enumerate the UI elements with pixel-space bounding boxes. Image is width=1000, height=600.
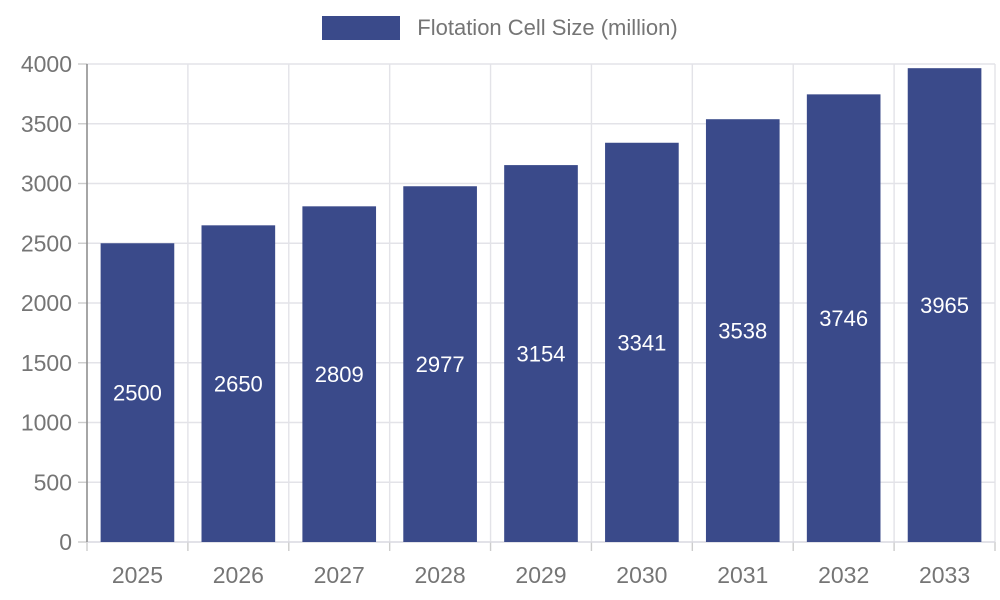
bar-2031[interactable] [705,119,780,543]
bar-value-label: 2809 [315,362,364,387]
bar-2033[interactable] [907,68,982,543]
y-axis-label: 2000 [21,290,72,316]
y-axis-label: 500 [34,469,72,495]
bar-2030[interactable] [605,142,679,543]
bar-2029[interactable] [504,165,578,543]
bar-2028[interactable] [403,186,477,542]
bar-2032[interactable] [806,94,881,542]
bar-value-label: 3341 [617,330,666,355]
x-axis-label: 2027 [314,562,365,588]
legend-label: Flotation Cell Size (million) [417,15,678,40]
bar-value-label: 2650 [214,372,263,397]
bar-value-label: 2977 [416,352,465,377]
x-axis-label: 2030 [616,562,667,588]
x-axis-label: 2028 [415,562,466,588]
y-axis-label: 4000 [21,51,72,77]
x-axis-label: 2029 [515,562,566,588]
legend-swatch [322,16,401,40]
y-axis-label: 3500 [21,111,72,137]
x-axis-label: 2032 [818,562,869,588]
bar-value-label: 3154 [517,342,566,367]
y-axis-label: 3000 [21,171,72,197]
bar-2025[interactable] [100,243,175,542]
y-axis-label: 0 [59,529,72,555]
legend-item[interactable]: Flotation Cell Size (million) [0,16,1000,40]
bar-2026[interactable] [201,225,276,542]
y-axis-label: 1500 [21,350,72,376]
bar-value-label: 3965 [920,293,969,318]
y-axis-label: 2500 [21,230,72,256]
bar-2027[interactable] [302,206,377,542]
bar-value-label: 3746 [819,306,868,331]
x-axis-label: 2031 [717,562,768,588]
x-axis-label: 2026 [213,562,264,588]
x-axis-label: 2033 [919,562,970,588]
bar-value-label: 3538 [718,319,767,344]
y-axis-label: 1000 [21,410,72,436]
x-axis-label: 2025 [112,562,163,588]
bar-value-label: 2500 [113,381,162,406]
